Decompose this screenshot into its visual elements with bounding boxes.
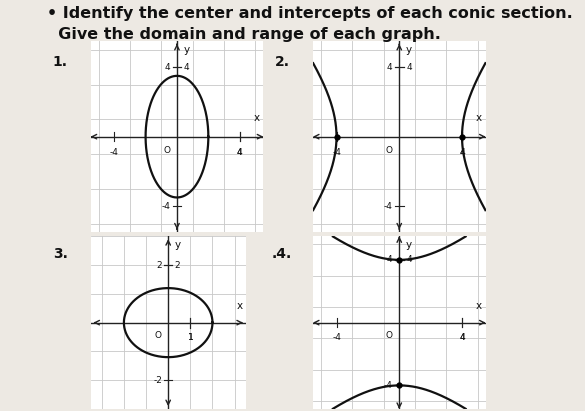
Text: 2.: 2. — [275, 55, 290, 69]
Text: x: x — [254, 113, 260, 123]
Text: 4: 4 — [237, 148, 243, 157]
Text: -2: -2 — [153, 376, 162, 385]
Text: 4: 4 — [459, 148, 465, 157]
Text: 4: 4 — [387, 255, 393, 264]
Text: O: O — [386, 331, 393, 340]
Text: 4: 4 — [459, 333, 465, 342]
Text: 4: 4 — [406, 255, 412, 264]
Text: 1: 1 — [187, 333, 193, 342]
Text: 4: 4 — [459, 148, 465, 157]
Text: x: x — [476, 300, 482, 311]
Text: 4: 4 — [459, 333, 465, 342]
Text: 2: 2 — [156, 261, 162, 270]
Text: y: y — [174, 240, 181, 250]
Text: 1: 1 — [187, 333, 193, 342]
Text: y: y — [406, 240, 412, 250]
Text: x: x — [236, 300, 243, 311]
Text: -4: -4 — [384, 202, 393, 211]
Text: -4: -4 — [384, 381, 393, 390]
Text: -4: -4 — [161, 202, 170, 211]
Text: y: y — [406, 45, 412, 55]
Text: y: y — [184, 45, 190, 55]
Text: -4: -4 — [110, 148, 119, 157]
Text: 4: 4 — [406, 62, 412, 72]
Text: .4.: .4. — [272, 247, 292, 261]
Text: Give the domain and range of each graph.: Give the domain and range of each graph. — [47, 27, 441, 42]
Text: 4: 4 — [237, 148, 243, 157]
Text: 4: 4 — [184, 62, 190, 72]
Text: O: O — [386, 146, 393, 155]
Text: 3.: 3. — [53, 247, 67, 261]
Text: -4: -4 — [332, 333, 341, 342]
Text: 2: 2 — [174, 261, 180, 270]
Text: 4: 4 — [387, 62, 393, 72]
Text: O: O — [163, 146, 170, 155]
Text: O: O — [155, 331, 162, 340]
Text: -4: -4 — [332, 148, 341, 157]
Text: • Identify the center and intercepts of each conic section.: • Identify the center and intercepts of … — [47, 6, 573, 21]
Text: 4: 4 — [164, 62, 170, 72]
Text: 1.: 1. — [53, 55, 68, 69]
Text: x: x — [476, 113, 482, 123]
